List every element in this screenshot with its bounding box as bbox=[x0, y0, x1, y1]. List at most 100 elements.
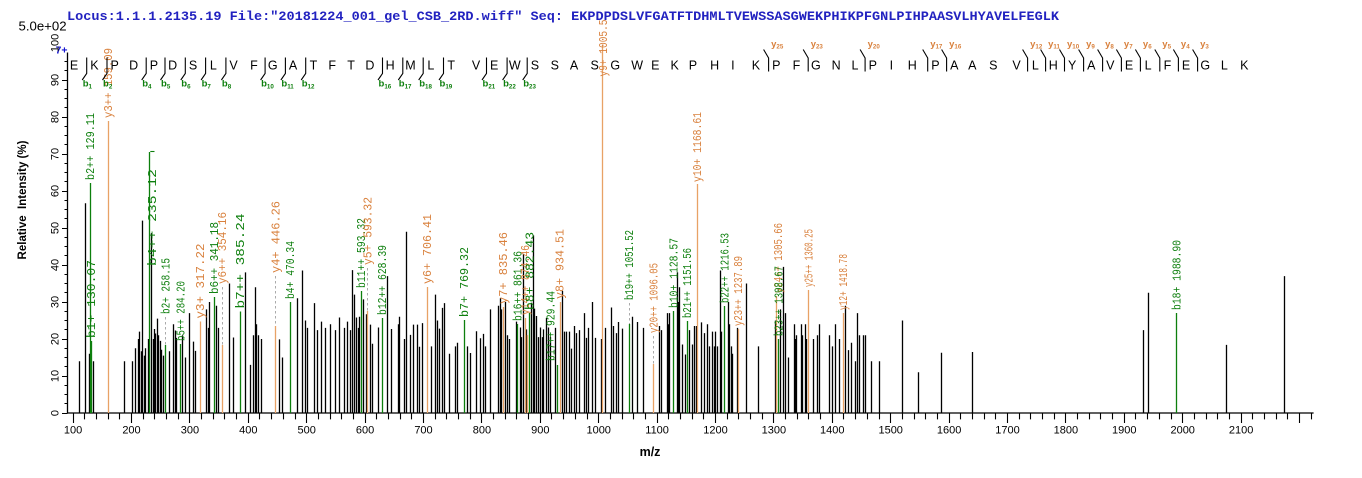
svg-text:0: 0 bbox=[50, 410, 62, 416]
svg-text:K: K bbox=[752, 59, 761, 73]
svg-text:y8+ 934.51: y8+ 934.51 bbox=[555, 229, 568, 299]
svg-text:P: P bbox=[772, 59, 780, 73]
svg-text:80: 80 bbox=[50, 111, 62, 123]
svg-text:Y: Y bbox=[1068, 59, 1077, 73]
svg-text:y23++ 1237.89: y23++ 1237.89 bbox=[733, 256, 746, 326]
svg-text:F: F bbox=[793, 59, 801, 73]
svg-text:1000: 1000 bbox=[586, 425, 610, 437]
svg-text:y4+ 446.26: y4+ 446.26 bbox=[270, 201, 283, 273]
svg-text:1600: 1600 bbox=[937, 425, 961, 437]
svg-text:b23++ 1308.67: b23++ 1308.67 bbox=[773, 266, 786, 336]
svg-text:y16: y16 bbox=[949, 39, 962, 51]
svg-text:y10: y10 bbox=[1067, 39, 1080, 51]
svg-text:P: P bbox=[689, 59, 697, 73]
svg-text:S: S bbox=[989, 59, 997, 73]
svg-text:b21++ 1151.56: b21++ 1151.56 bbox=[682, 248, 695, 318]
svg-text:y3: y3 bbox=[1200, 39, 1209, 51]
svg-text:y6++ 354.16: y6++ 354.16 bbox=[217, 212, 230, 284]
svg-text:N: N bbox=[832, 59, 841, 73]
svg-text:D: D bbox=[168, 59, 177, 73]
svg-text:A: A bbox=[1087, 59, 1096, 73]
svg-text:b2++ 129.11: b2++ 129.11 bbox=[85, 113, 98, 180]
svg-text:b19++ 1051.52: b19++ 1051.52 bbox=[624, 230, 637, 300]
svg-text:L: L bbox=[210, 59, 217, 73]
svg-text:E: E bbox=[1125, 59, 1133, 73]
svg-text:W: W bbox=[631, 59, 643, 73]
svg-text:L: L bbox=[1032, 59, 1039, 73]
svg-text:y9: y9 bbox=[1086, 39, 1095, 51]
svg-text:10: 10 bbox=[50, 370, 62, 382]
svg-text:b11++ 593.32: b11++ 593.32 bbox=[356, 218, 369, 288]
svg-text:400: 400 bbox=[239, 425, 257, 437]
svg-text:A: A bbox=[950, 59, 959, 73]
svg-text:D: D bbox=[365, 59, 374, 73]
svg-text:y8: y8 bbox=[1105, 39, 1114, 51]
svg-text:T: T bbox=[347, 59, 355, 73]
svg-text:b7: b7 bbox=[202, 79, 212, 91]
svg-text:7+: 7+ bbox=[56, 45, 68, 57]
svg-text:y11: y11 bbox=[1048, 39, 1060, 51]
svg-text:b8: b8 bbox=[222, 79, 232, 91]
svg-text:b7++ 385.24: b7++ 385.24 bbox=[235, 213, 248, 308]
svg-text:D: D bbox=[129, 59, 138, 73]
svg-text:1800: 1800 bbox=[1054, 425, 1078, 437]
svg-text:y12+ 1418.78: y12+ 1418.78 bbox=[838, 254, 851, 310]
svg-text:1200: 1200 bbox=[703, 425, 727, 437]
svg-text:E: E bbox=[1182, 59, 1190, 73]
svg-text:F: F bbox=[250, 59, 258, 73]
svg-text:H: H bbox=[386, 59, 395, 73]
svg-text:y3+ 317.22: y3+ 317.22 bbox=[195, 243, 208, 318]
svg-text:M: M bbox=[405, 59, 415, 73]
svg-text:b2: b2 bbox=[103, 79, 113, 91]
svg-text:b18+ 1988.90: b18+ 1988.90 bbox=[1172, 240, 1185, 310]
svg-text:b17++ 929.44: b17++ 929.44 bbox=[545, 291, 558, 361]
svg-text:y14++ 874.46: y14++ 874.46 bbox=[520, 245, 533, 315]
svg-text:A: A bbox=[289, 59, 298, 73]
svg-text:E: E bbox=[651, 59, 659, 73]
svg-text:y17: y17 bbox=[930, 39, 943, 51]
svg-text:L: L bbox=[1221, 59, 1228, 73]
svg-text:y4: y4 bbox=[1181, 39, 1190, 51]
svg-text:H: H bbox=[908, 59, 917, 73]
svg-text:1300: 1300 bbox=[762, 425, 786, 437]
svg-text:W: W bbox=[509, 59, 521, 73]
svg-text:S: S bbox=[531, 59, 539, 73]
svg-text:b16++ 861.36: b16++ 861.36 bbox=[513, 251, 526, 321]
svg-text:y23: y23 bbox=[811, 39, 824, 51]
svg-text:600: 600 bbox=[356, 425, 374, 437]
svg-text:b1: b1 bbox=[83, 79, 93, 91]
svg-text:y20++ 1096.05: y20++ 1096.05 bbox=[648, 263, 661, 333]
svg-text:P: P bbox=[150, 59, 158, 73]
svg-text:60: 60 bbox=[50, 185, 62, 197]
svg-text:900: 900 bbox=[531, 425, 549, 437]
svg-text:y5+ 593.32: y5+ 593.32 bbox=[362, 197, 375, 265]
svg-text:y20: y20 bbox=[868, 39, 881, 51]
svg-text:G: G bbox=[1200, 59, 1210, 73]
svg-text:y9+ 1005.5: y9+ 1005.5 bbox=[598, 19, 611, 76]
svg-text:F: F bbox=[1164, 59, 1172, 73]
svg-text:H: H bbox=[1049, 59, 1058, 73]
svg-text:y5: y5 bbox=[1162, 39, 1171, 51]
svg-text:b7+ 769.32: b7+ 769.32 bbox=[459, 247, 472, 317]
svg-text:30: 30 bbox=[50, 296, 62, 308]
svg-text:b22++ 1216.53: b22++ 1216.53 bbox=[720, 233, 733, 303]
svg-text:40: 40 bbox=[50, 259, 62, 271]
svg-text:A: A bbox=[968, 59, 977, 73]
svg-text:y10+ 1168.61: y10+ 1168.61 bbox=[692, 112, 705, 182]
svg-text:b10+ 1128.57: b10+ 1128.57 bbox=[669, 238, 682, 308]
svg-text:K: K bbox=[90, 59, 99, 73]
svg-text:20: 20 bbox=[50, 333, 62, 345]
svg-text:T: T bbox=[447, 59, 455, 73]
svg-text:S: S bbox=[551, 59, 559, 73]
svg-text:V: V bbox=[229, 59, 238, 73]
svg-text:1900: 1900 bbox=[1112, 425, 1136, 437]
svg-text:b2+ 258.15: b2+ 258.15 bbox=[160, 258, 173, 314]
svg-text:T: T bbox=[310, 59, 318, 73]
svg-text:E: E bbox=[490, 59, 498, 73]
svg-text:90: 90 bbox=[50, 74, 62, 86]
svg-text:1100: 1100 bbox=[645, 425, 669, 437]
svg-text:G: G bbox=[268, 59, 278, 73]
svg-text:y6+ 706.41: y6+ 706.41 bbox=[422, 214, 435, 284]
svg-text:L: L bbox=[1145, 59, 1152, 73]
svg-text:E: E bbox=[70, 59, 78, 73]
